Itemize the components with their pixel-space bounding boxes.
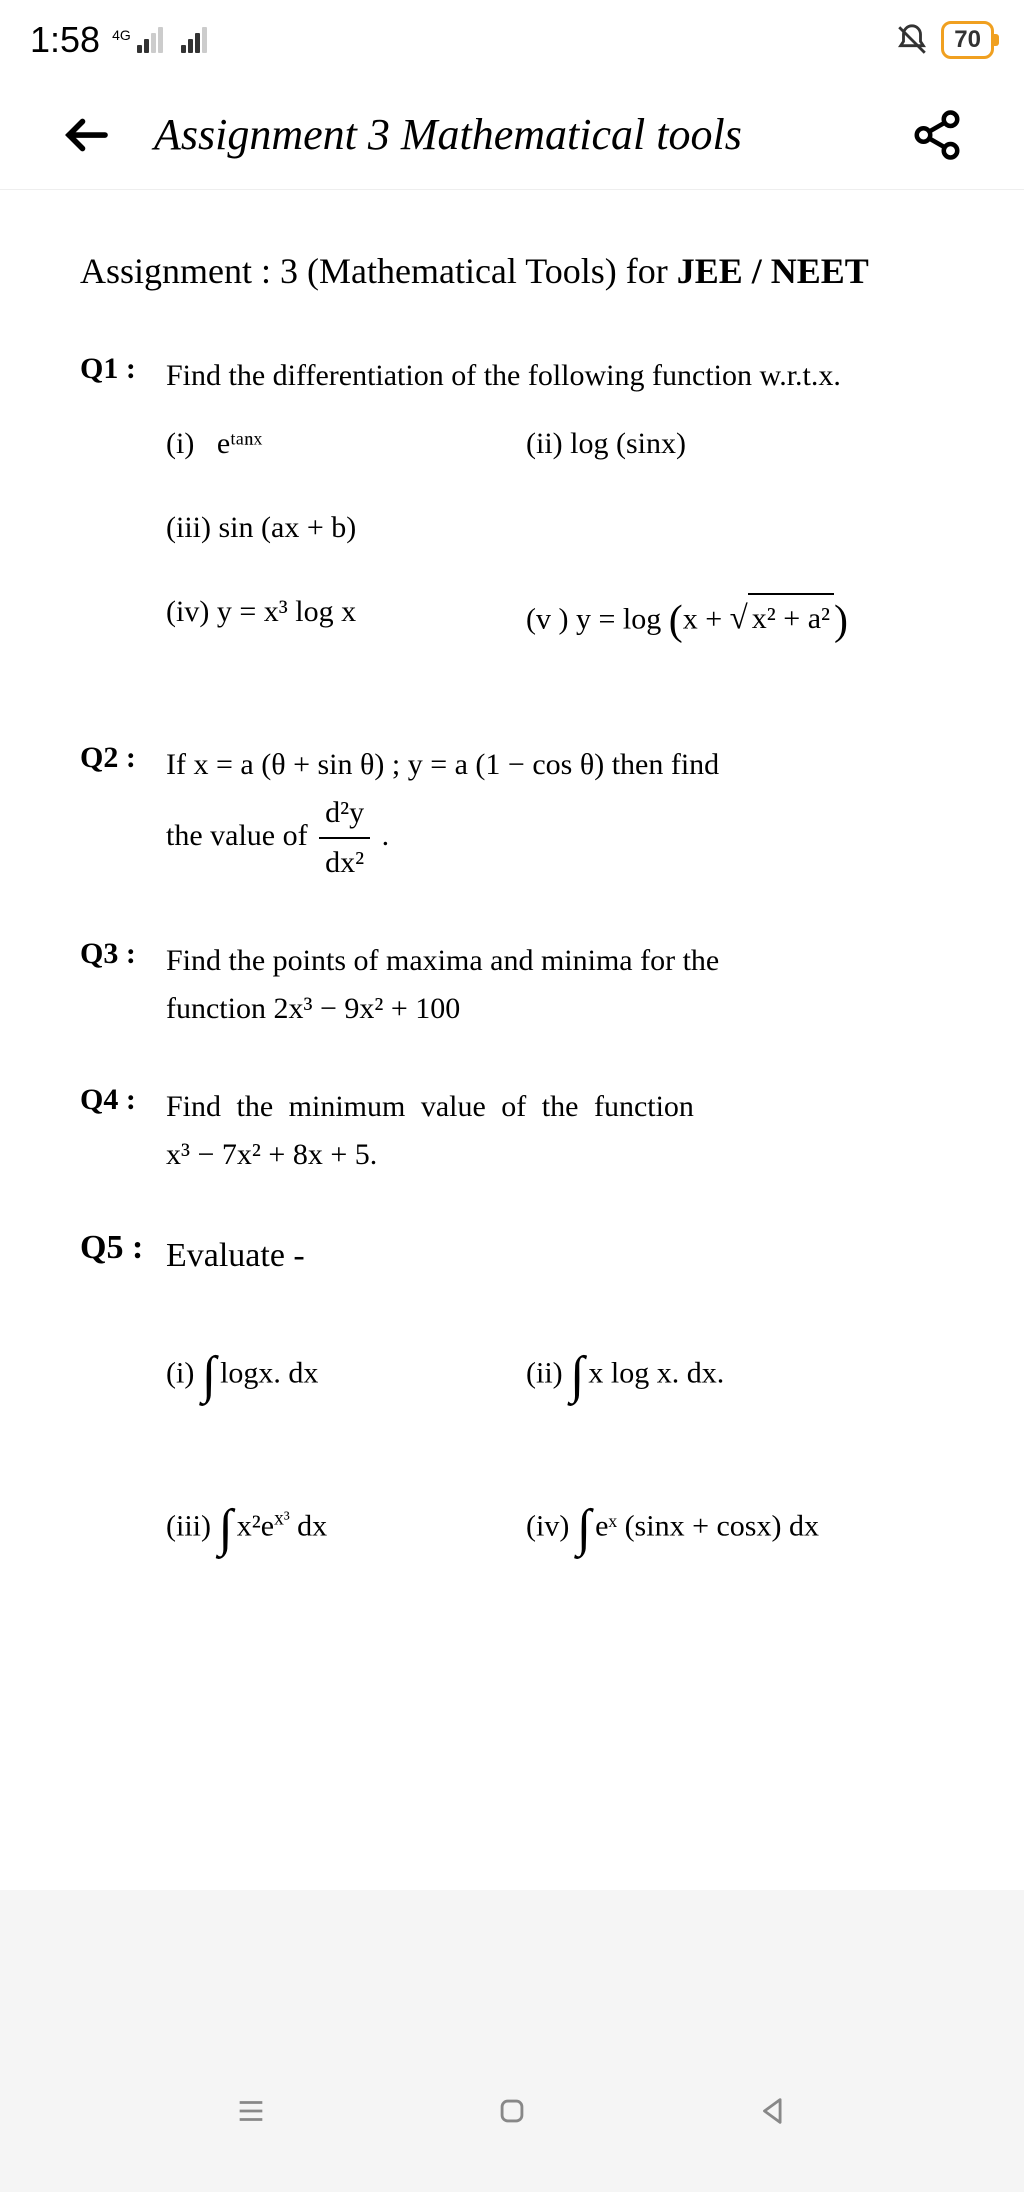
q1-item-iv: (iv) y = x³ log x (166, 588, 466, 655)
q5-body: Evaluate - (i) ∫logx. dx (ii) ∫x log x. … (166, 1229, 944, 1606)
back-icon[interactable] (60, 108, 114, 162)
q5-item-i: (i) ∫logx. dx (166, 1334, 466, 1417)
question-5: Q5 : Evaluate - (i) ∫logx. dx (ii) ∫x lo… (80, 1229, 944, 1606)
q1-item-i: (i) eᵗᵃⁿˣ (166, 420, 466, 468)
share-icon[interactable] (910, 108, 964, 162)
title-bold: JEE / NEET (677, 251, 869, 291)
app-header: Assignment 3 Mathematical tools (0, 80, 1024, 190)
signal-indicator-2 (181, 27, 207, 53)
q4-body: Find the minimum value of the function x… (166, 1083, 944, 1179)
q5-item-iv: (iv) ∫eˣ (sinx + cosx) dx (526, 1487, 826, 1570)
question-2: Q2 : If x = a (θ + sin θ) ; y = a (1 − c… (80, 741, 944, 887)
status-bar: 1:58 4G 70 (0, 0, 1024, 80)
q2-line1: If x = a (θ + sin θ) ; y = a (1 − cos θ)… (166, 741, 944, 789)
q1-item-v: (v ) y = log (x + √x² + a²) (526, 588, 848, 655)
network-label: 4G (112, 27, 131, 43)
status-time: 1:58 (30, 19, 100, 61)
q1-label: Q1 : (80, 352, 152, 691)
q1-body: Find the differentiation of the followin… (166, 352, 944, 691)
signal-indicator-1: 4G (112, 27, 163, 53)
q3-label: Q3 : (80, 937, 152, 1033)
question-4: Q4 : Find the minimum value of the funct… (80, 1083, 944, 1179)
back-button[interactable] (751, 2089, 795, 2133)
content-title: Assignment : 3 (Mathematical Tools) for … (80, 250, 944, 292)
question-1: Q1 : Find the differentiation of the fol… (80, 352, 944, 691)
page-title: Assignment 3 Mathematical tools (154, 109, 870, 160)
q3-line2: function 2x³ − 9x² + 100 (166, 985, 944, 1033)
q1-text: Find the differentiation of the followin… (166, 352, 944, 400)
recent-apps-button[interactable] (229, 2089, 273, 2133)
q2-body: If x = a (θ + sin θ) ; y = a (1 − cos θ)… (166, 741, 944, 887)
home-button[interactable] (490, 2089, 534, 2133)
q5-item-ii: (ii) ∫x log x. dx. (526, 1334, 826, 1417)
battery-indicator: 70 (941, 21, 994, 59)
q2-line2: the value of d²y dx² . (166, 789, 944, 887)
q1-item-iii: (iii) sin (ax + b) (166, 504, 466, 552)
document-content: Assignment : 3 (Mathematical Tools) for … (0, 190, 1024, 1890)
q5-label: Q5 : (80, 1229, 152, 1606)
mute-icon (895, 23, 929, 57)
title-prefix: Assignment : 3 (Mathematical Tools) for (80, 251, 677, 291)
q2-label: Q2 : (80, 741, 152, 887)
q5-item-iii: (iii) ∫x²ex³ dx (166, 1487, 466, 1570)
empty-area (0, 1890, 1024, 2090)
status-left: 1:58 4G (30, 19, 207, 61)
q4-line1: Find the minimum value of the function (166, 1083, 944, 1131)
q4-line2: x³ − 7x² + 8x + 5. (166, 1131, 944, 1179)
q4-label: Q4 : (80, 1083, 152, 1179)
q3-body: Find the points of maxima and minima for… (166, 937, 944, 1033)
status-right: 70 (895, 21, 994, 59)
q5-text: Evaluate - (166, 1229, 944, 1283)
q3-line1: Find the points of maxima and minima for… (166, 937, 944, 985)
q1-item-ii: (ii) log (sinx) (526, 420, 826, 468)
question-3: Q3 : Find the points of maxima and minim… (80, 937, 944, 1033)
android-nav-bar (0, 2061, 1024, 2161)
